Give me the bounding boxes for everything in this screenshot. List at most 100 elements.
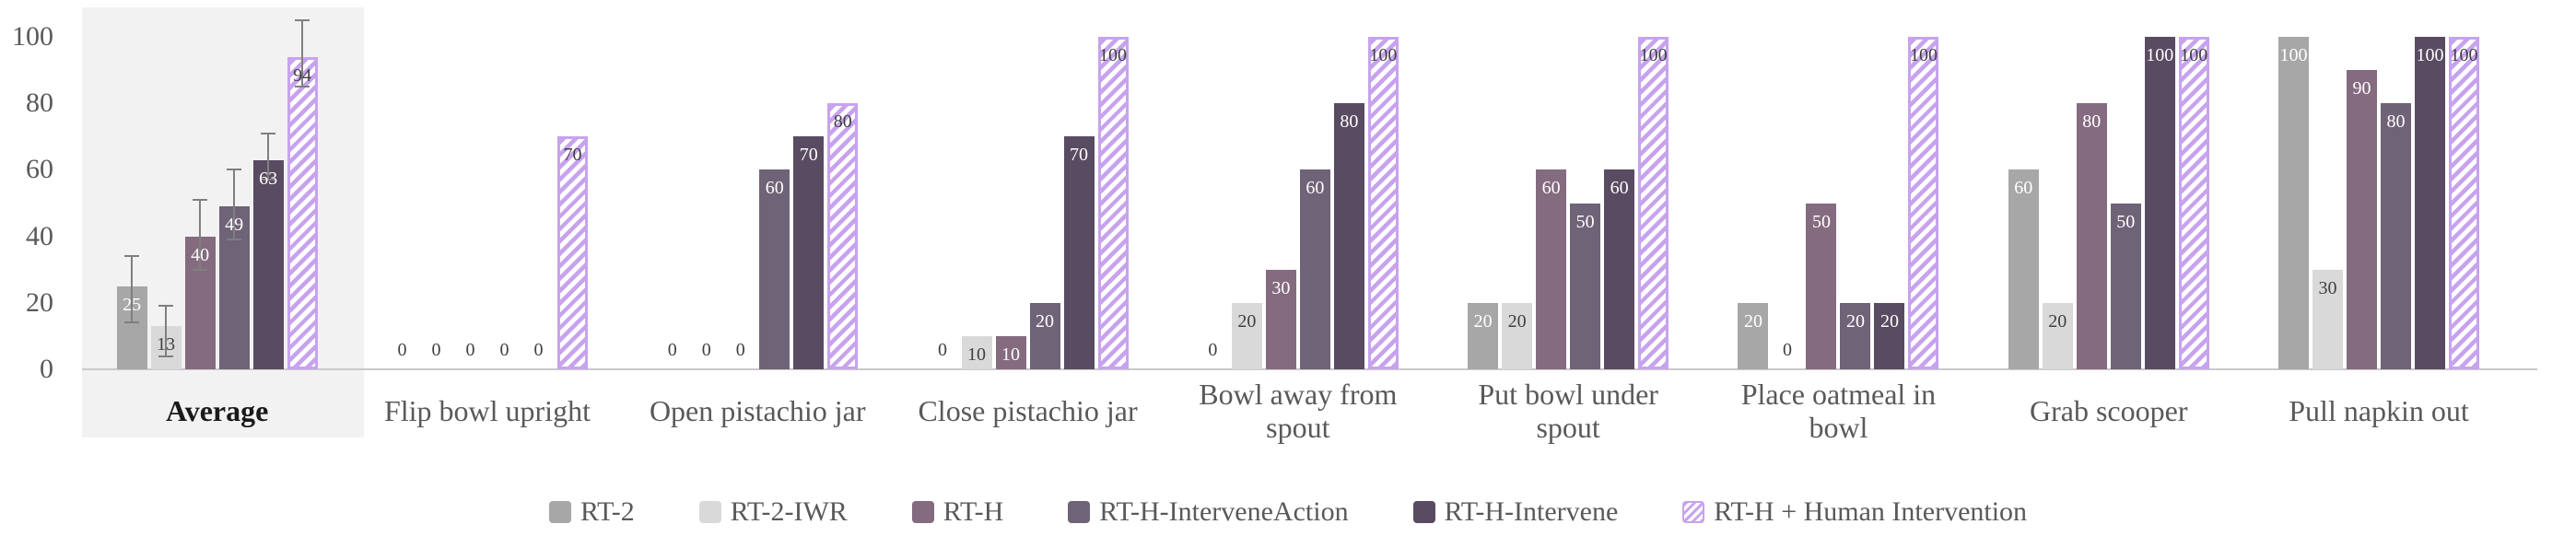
bar-value-label: 49 — [225, 215, 244, 236]
bar — [1468, 302, 1499, 369]
bar-value-label: 0 — [735, 340, 745, 360]
y-tick-label: 80 — [26, 87, 53, 119]
bar-value-label: 20 — [2048, 310, 2067, 332]
bar-value-label: 60 — [2014, 178, 2033, 199]
y-tick-label: 20 — [26, 286, 53, 318]
bar-value-label: 0 — [667, 340, 677, 360]
bar — [2278, 37, 2310, 369]
y-tick-label: 0 — [40, 354, 53, 384]
bar — [1638, 37, 1669, 369]
bar-value-label: 0 — [499, 340, 509, 360]
category-label: Average — [165, 394, 269, 427]
bar-value-label: 20 — [1473, 310, 1493, 332]
bar-value-label: 20 — [1845, 310, 1865, 332]
error-bar-cap — [193, 268, 208, 271]
error-bar-cap — [193, 198, 208, 201]
bar-value-label: 63 — [259, 168, 278, 189]
bar-value-label: 80 — [833, 111, 852, 133]
bar-value-label: 20 — [1036, 310, 1055, 332]
legend-swatch — [548, 501, 571, 523]
bar-value-label: 60 — [1541, 178, 1561, 199]
error-bar-cap — [295, 86, 310, 88]
error-bar — [131, 256, 134, 323]
error-bar-cap — [158, 355, 174, 357]
error-bar-cap — [124, 255, 140, 258]
error-bar — [233, 169, 236, 240]
bar — [995, 335, 1026, 369]
bar — [2110, 203, 2141, 369]
bar-value-label: 100 — [2450, 45, 2478, 65]
bar-value-label: 50 — [1811, 211, 1831, 232]
bar-value-label: 10 — [967, 344, 987, 365]
y-tick-label: 60 — [26, 154, 53, 185]
category-label: Open pistachio jar — [649, 394, 866, 427]
legend-label: RT-H — [943, 496, 1004, 527]
bar-value-label: 0 — [1208, 340, 1218, 360]
bar — [556, 136, 588, 369]
bar-value-label: 100 — [1909, 45, 1938, 65]
bar-value-label: 30 — [1271, 277, 1291, 298]
bar-value-label: 60 — [1306, 178, 1325, 199]
legend-label: RT-2-IWR — [730, 496, 848, 527]
error-bar — [199, 199, 202, 270]
bar — [2449, 37, 2480, 369]
legend-item: RT-2 — [548, 496, 635, 528]
bar — [2415, 37, 2446, 369]
bar-value-label: 80 — [2082, 111, 2102, 133]
bar — [1874, 302, 1905, 369]
bar-value-label: 90 — [2352, 78, 2371, 99]
bar-value-label: 0 — [397, 340, 407, 360]
legend: RT-2 RT-2-IWR RT-H RT-H-InterveneAction RT-H… — [0, 492, 2576, 532]
bar-value-label: 40 — [191, 244, 210, 265]
bar-value-label: 100 — [1099, 45, 1128, 65]
bar-value-label: 94 — [293, 64, 312, 86]
legend-item: RT-2-IWR — [698, 496, 848, 528]
legend-label: RT-H-Intervene — [1444, 496, 1619, 527]
error-bar-cap — [158, 305, 174, 308]
category-label: Close pistachio jar — [918, 394, 1138, 427]
bar-value-label: 70 — [1070, 145, 1089, 166]
bar-value-label: 0 — [938, 340, 948, 360]
bar — [1265, 269, 1296, 369]
y-tick-label: 100 — [12, 21, 53, 52]
error-bar-cap — [261, 179, 276, 181]
bar-value-label: 70 — [563, 145, 582, 166]
bar — [2144, 37, 2175, 369]
bar-value-label: 0 — [701, 340, 711, 360]
error-bar — [301, 19, 304, 87]
error-bar-cap — [227, 239, 242, 241]
error-bar — [267, 133, 270, 181]
bar-value-label: 0 — [1782, 340, 1792, 360]
bar — [2313, 269, 2344, 369]
bar — [1604, 169, 1635, 369]
bar-value-label: 20 — [1507, 310, 1527, 332]
error-bar — [165, 306, 168, 356]
bar-value-label: 100 — [2146, 45, 2174, 65]
y-tick-label: 40 — [26, 220, 53, 251]
bar — [759, 169, 790, 369]
legend-item: RT-H + Human Intervention — [1682, 496, 2027, 528]
bar-value-label: 100 — [2279, 45, 2308, 65]
legend-swatch — [1068, 501, 1091, 523]
bar-value-label: 80 — [2386, 111, 2406, 133]
bar — [2178, 37, 2209, 369]
bar — [1570, 203, 1601, 369]
bar-value-label: 100 — [2416, 45, 2444, 65]
bar — [1231, 302, 1262, 369]
bar — [1367, 37, 1399, 369]
bar-value-label: 30 — [2318, 277, 2337, 298]
bar — [961, 335, 992, 369]
bar-value-label: 20 — [1237, 310, 1257, 332]
legend-item: RT-H — [911, 496, 1004, 528]
bar-value-label: 20 — [1743, 310, 1762, 332]
bar-value-label: 70 — [799, 145, 818, 166]
category-label: Put bowl under spout — [1478, 378, 1658, 444]
bar — [1738, 302, 1769, 369]
bar — [827, 103, 859, 369]
legend-swatch — [1412, 501, 1435, 523]
bar — [1806, 203, 1837, 369]
bar — [287, 56, 318, 369]
bar — [1840, 302, 1871, 369]
error-bar-cap — [227, 169, 242, 171]
